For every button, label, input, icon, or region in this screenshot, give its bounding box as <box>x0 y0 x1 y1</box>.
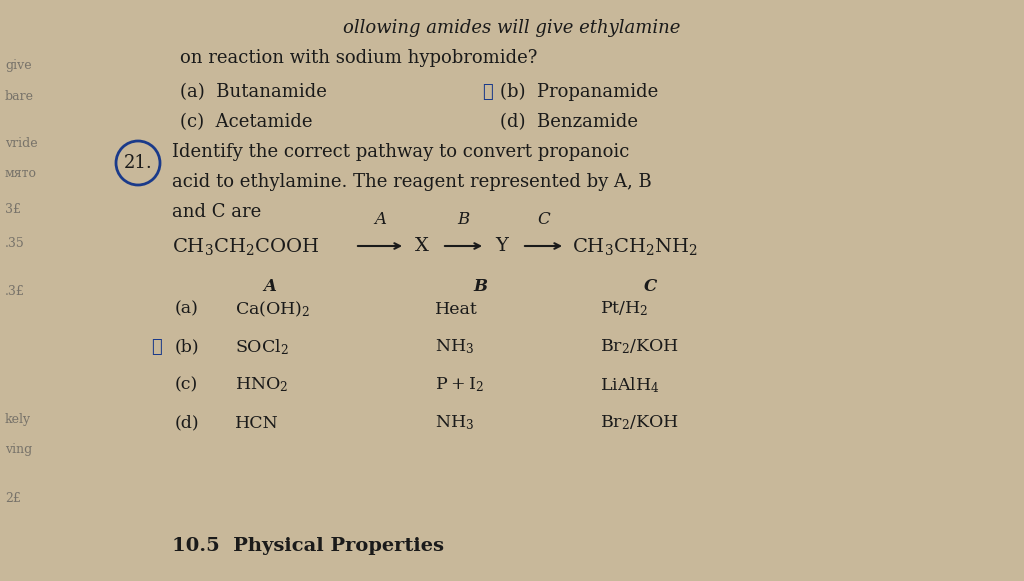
Text: .35: .35 <box>5 236 25 249</box>
Text: 21.: 21. <box>124 154 153 172</box>
Text: .3£: .3£ <box>5 285 25 297</box>
Text: $\mathregular{Br_2/KOH}$: $\mathregular{Br_2/KOH}$ <box>600 338 679 356</box>
Text: C: C <box>538 211 550 228</box>
Text: мято: мято <box>5 167 37 180</box>
Text: ollowing amides will give ethylamine: ollowing amides will give ethylamine <box>343 19 681 37</box>
Text: on reaction with sodium hypobromide?: on reaction with sodium hypobromide? <box>180 49 538 67</box>
Text: 2£: 2£ <box>5 493 20 505</box>
Text: (b)  Propanamide: (b) Propanamide <box>500 83 658 101</box>
Text: give: give <box>5 59 32 73</box>
Text: (d): (d) <box>175 414 200 432</box>
Text: $\mathregular{NH_3}$: $\mathregular{NH_3}$ <box>435 338 474 356</box>
Text: 3£: 3£ <box>5 203 22 216</box>
Text: ✓: ✓ <box>482 83 493 101</box>
Text: A: A <box>374 211 386 228</box>
Text: $\mathregular{Ca(OH)_2}$: $\mathregular{Ca(OH)_2}$ <box>234 299 310 319</box>
Text: Heat: Heat <box>435 300 478 317</box>
Text: 10.5  Physical Properties: 10.5 Physical Properties <box>172 537 444 555</box>
Text: $\mathregular{CH_3CH_2COOH}$: $\mathregular{CH_3CH_2COOH}$ <box>172 235 319 256</box>
Text: B: B <box>473 278 487 295</box>
Text: Identify the correct pathway to convert propanoic: Identify the correct pathway to convert … <box>172 143 630 161</box>
Text: (d)  Benzamide: (d) Benzamide <box>500 113 638 131</box>
Text: (c)  Acetamide: (c) Acetamide <box>180 113 312 131</box>
Text: (a)  Butanamide: (a) Butanamide <box>180 83 327 101</box>
Text: ving: ving <box>5 443 32 456</box>
Text: $\mathregular{Pt/H_2}$: $\mathregular{Pt/H_2}$ <box>600 300 648 318</box>
Text: Y: Y <box>495 237 508 255</box>
Text: (b): (b) <box>175 339 200 356</box>
Text: B: B <box>458 211 470 228</box>
Text: acid to ethylamine. The reagent represented by A, B: acid to ethylamine. The reagent represen… <box>172 173 651 191</box>
Text: A: A <box>263 278 276 295</box>
Text: $\mathregular{CH_3CH_2NH_2}$: $\mathregular{CH_3CH_2NH_2}$ <box>572 235 698 256</box>
Text: $\mathregular{NH_3}$: $\mathregular{NH_3}$ <box>435 414 474 432</box>
Text: vride: vride <box>5 137 38 149</box>
Text: $\mathregular{SOCl_2}$: $\mathregular{SOCl_2}$ <box>234 337 289 357</box>
Text: C: C <box>643 278 656 295</box>
Text: $\mathregular{P + I_2}$: $\mathregular{P + I_2}$ <box>435 376 483 394</box>
Text: $\mathregular{LiAlH_4}$: $\mathregular{LiAlH_4}$ <box>600 375 659 395</box>
Text: $\mathregular{Br_2/KOH}$: $\mathregular{Br_2/KOH}$ <box>600 414 679 432</box>
Text: (a): (a) <box>175 300 199 317</box>
Text: bare: bare <box>5 89 34 102</box>
Text: kely: kely <box>5 413 31 425</box>
Text: HCN: HCN <box>234 414 279 432</box>
Text: X: X <box>415 237 429 255</box>
Text: ✓: ✓ <box>152 338 162 356</box>
Text: $\mathregular{HNO_2}$: $\mathregular{HNO_2}$ <box>234 376 289 394</box>
Text: and C are: and C are <box>172 203 261 221</box>
Text: (c): (c) <box>175 376 199 393</box>
